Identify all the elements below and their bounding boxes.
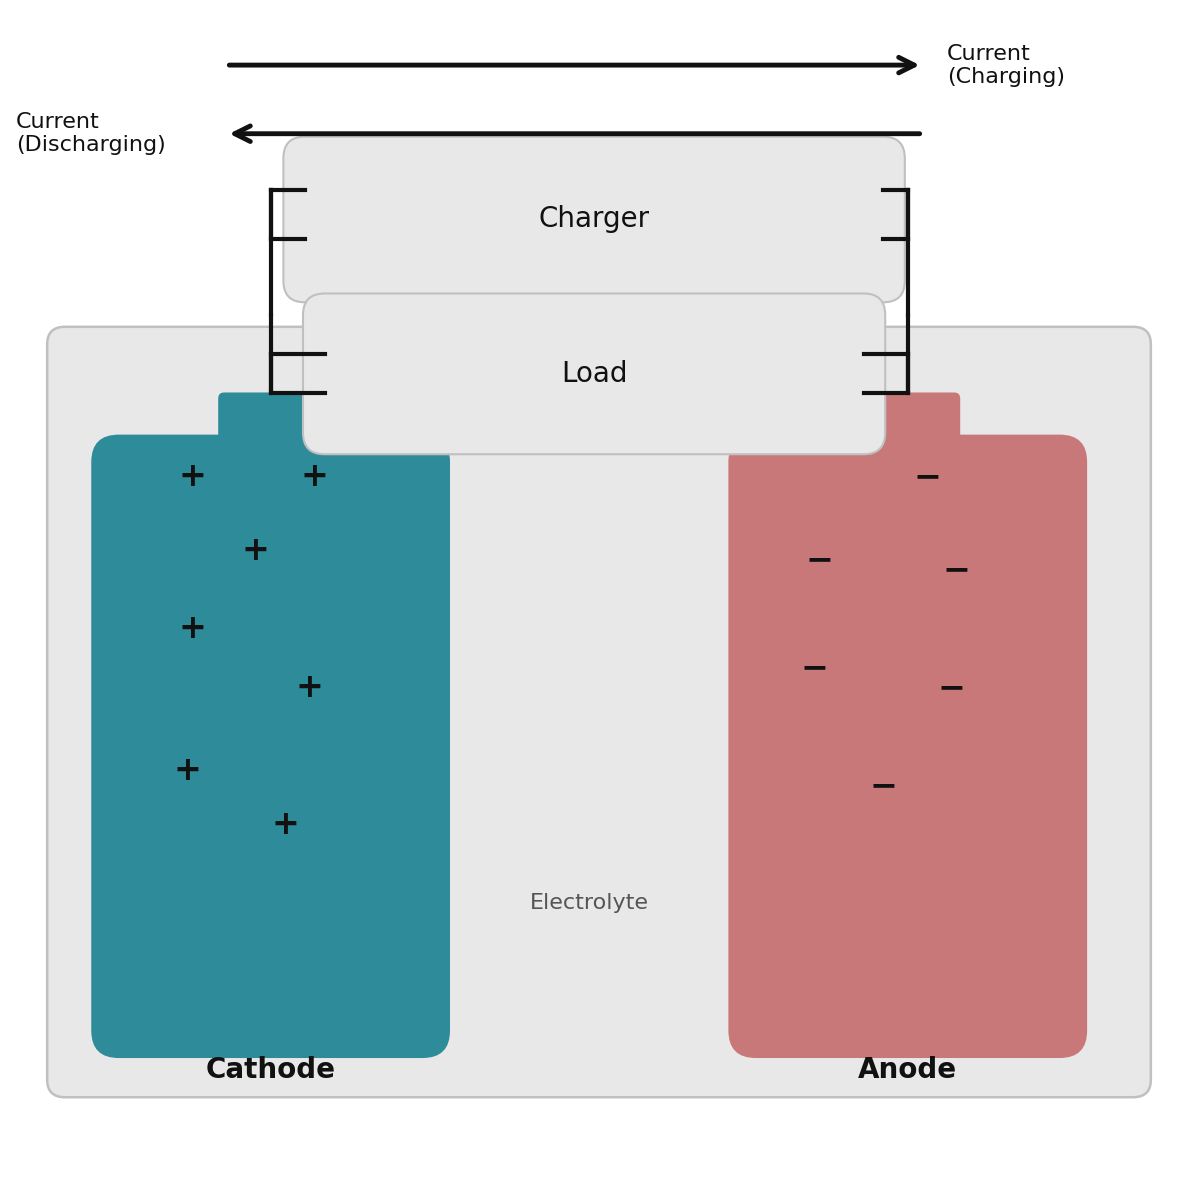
Text: −: − [943,553,970,586]
Text: Cathode: Cathode [206,1055,335,1084]
Text: Current
(Discharging): Current (Discharging) [16,112,165,156]
FancyBboxPatch shape [284,137,904,302]
FancyBboxPatch shape [855,393,961,477]
Text: −: − [913,460,942,493]
FancyBboxPatch shape [303,294,885,454]
Text: +: + [296,671,323,704]
FancyBboxPatch shape [728,435,1087,1058]
Text: −: − [805,544,834,577]
Text: Anode: Anode [858,1055,957,1084]
FancyBboxPatch shape [47,327,1151,1098]
Text: Load: Load [561,360,628,388]
Text: +: + [179,612,206,645]
Text: +: + [301,460,328,493]
Text: −: − [938,671,966,704]
Text: Electrolyte: Electrolyte [530,894,648,914]
FancyBboxPatch shape [91,435,450,1058]
Text: −: − [800,652,829,685]
FancyBboxPatch shape [218,393,323,477]
Text: +: + [272,809,300,842]
Text: Current
(Charging): Current (Charging) [946,44,1065,87]
Text: −: − [870,769,897,802]
Text: +: + [242,534,270,567]
Text: Charger: Charger [539,205,649,233]
Text: +: + [179,460,206,493]
Text: +: + [174,755,201,788]
